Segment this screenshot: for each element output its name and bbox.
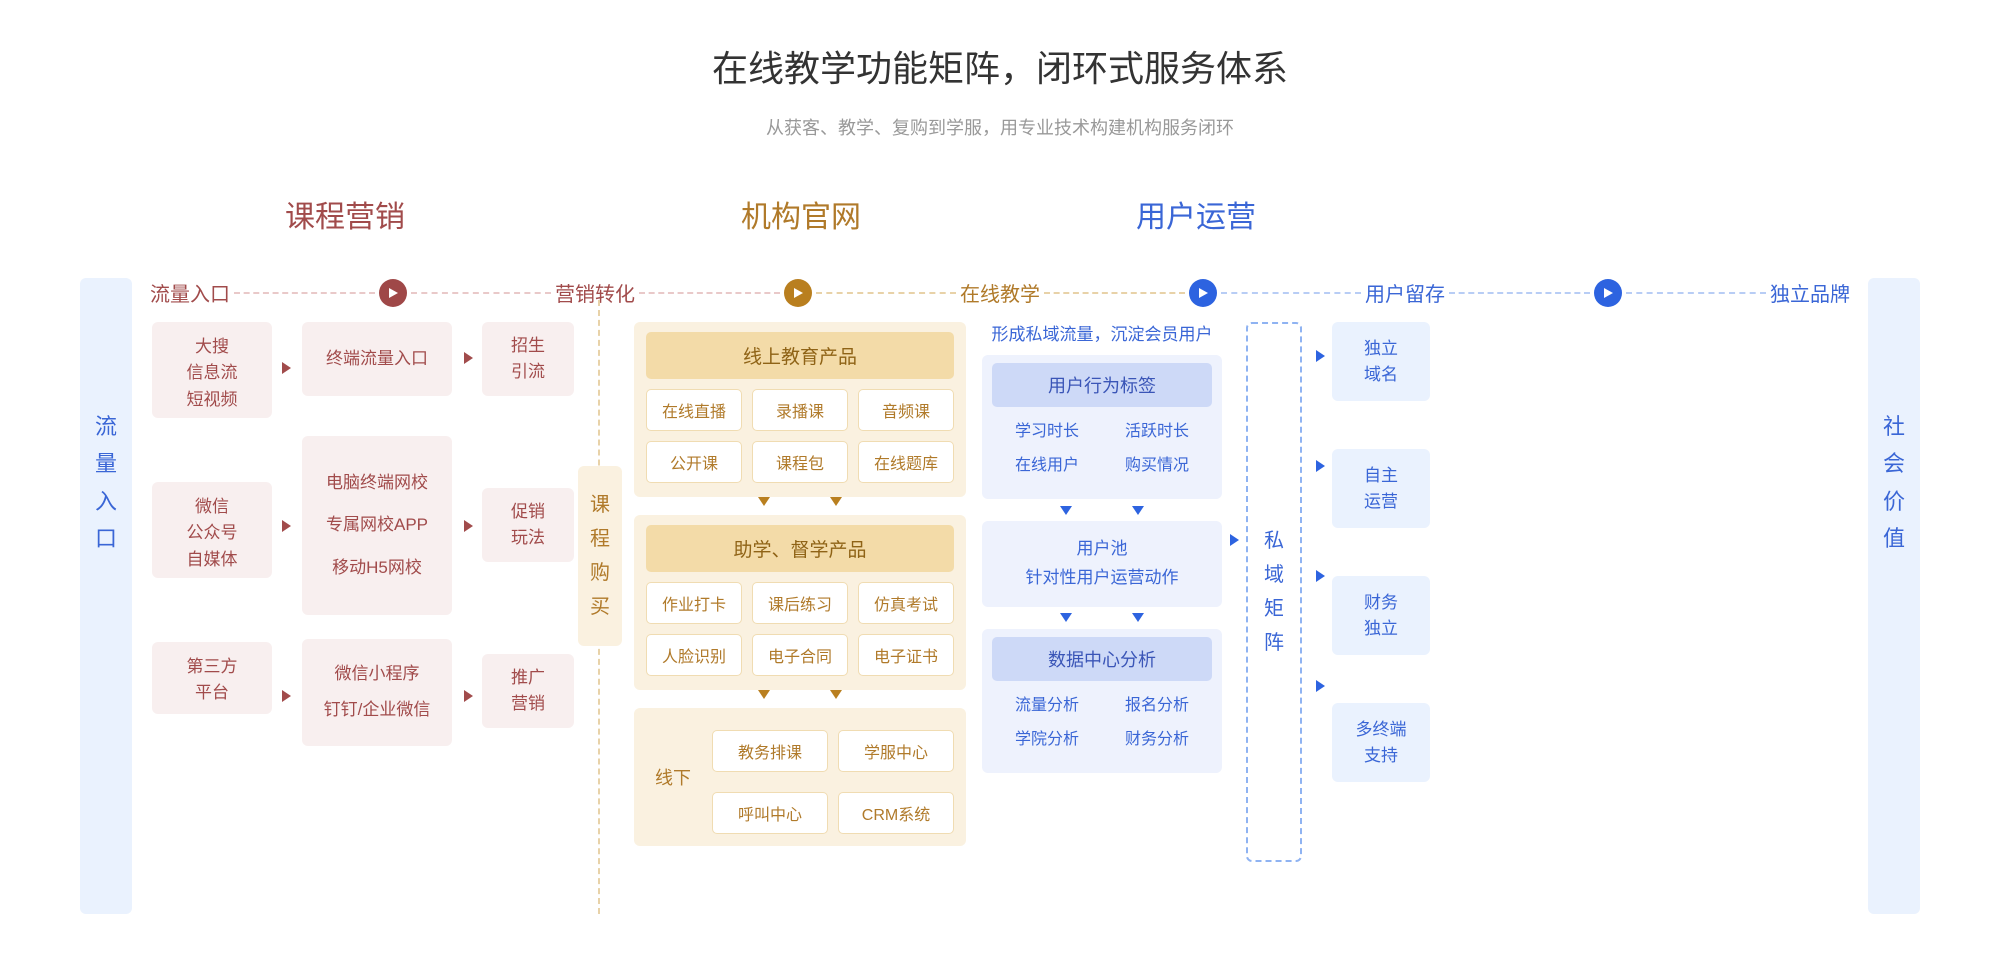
data-analytics: 数据中心分析 流量分析 报名分析 学院分析 财务分析	[982, 629, 1222, 773]
stage-row: 流量入口 营销转化 在线教学 用户留存 独立品牌	[150, 278, 1850, 307]
traffic-source-search: 大搜 信息流 短视频	[152, 322, 272, 418]
chip: 电子合同	[752, 634, 848, 676]
chip: 教务排课	[712, 730, 828, 772]
convert-promo: 促销玩法	[482, 488, 574, 562]
data-analytics-header: 数据中心分析	[992, 637, 1212, 681]
chip: 仿真考试	[858, 582, 954, 624]
offline-products: 线下 教务排课 学服中心 呼叫中心 CRM系统	[634, 708, 966, 846]
metric: 在线用户	[1015, 451, 1079, 475]
offline-label: 线下	[646, 720, 700, 834]
stage-retain: 用户留存	[1365, 278, 1445, 307]
assist-products: 助学、督学产品 作业打卡 课后练习 仿真考试 人脸识别 电子合同 电子证书	[634, 515, 966, 690]
traffic-source-wechat: 微信 公众号 自媒体	[152, 482, 272, 578]
page-subtitle: 从获客、教学、复购到学服，用专业技术构建机构服务闭环	[0, 114, 2000, 140]
private-domain-matrix: 私域矩阵	[1246, 322, 1302, 862]
terminal-entry: 终端流量入口	[302, 322, 452, 396]
metric: 活跃时长	[1125, 417, 1189, 441]
convert-spread: 推广营销	[482, 654, 574, 728]
traffic-source-thirdparty: 第三方 平台	[152, 642, 272, 714]
terminal-group-b: 微信小程序 钉钉/企业微信	[302, 639, 452, 746]
chip: 呼叫中心	[712, 792, 828, 834]
terminal-group-a: 电脑终端网校 专属网校APP 移动H5网校	[302, 436, 452, 615]
convert-column: 招生引流 促销玩法 推广营销	[482, 322, 574, 728]
arrow-right-icon	[1316, 350, 1325, 362]
chip: 电子证书	[858, 634, 954, 676]
play-icon	[1594, 279, 1622, 307]
stage-brand: 独立品牌	[1770, 278, 1850, 307]
stage-convert: 营销转化	[555, 278, 635, 307]
brand-self-op: 自主运营	[1332, 449, 1430, 528]
traffic-source-column: 大搜 信息流 短视频 微信 公众号 自媒体 第三方 平台	[152, 322, 272, 778]
metric: 购买情况	[1125, 451, 1189, 475]
section-website: 机构官网	[731, 192, 871, 236]
arrow-down-icon	[1132, 506, 1144, 515]
user-behavior-header: 用户行为标签	[992, 363, 1212, 407]
teaching-column: 线上教育产品 在线直播 录播课 音频课 公开课 课程包 在线题库 助学、督学产品…	[634, 322, 966, 846]
arrow-right-icon	[1230, 534, 1239, 546]
section-marketing: 课程营销	[275, 192, 415, 236]
chip: 在线直播	[646, 389, 742, 431]
metric: 学院分析	[1015, 725, 1079, 749]
arrow-right-icon	[1316, 680, 1325, 692]
stage-traffic: 流量入口	[150, 278, 230, 307]
arrow-right-icon	[282, 362, 291, 374]
brand-multiterminal: 多终端支持	[1332, 703, 1430, 782]
arrow-down-icon	[830, 497, 842, 506]
chip: CRM系统	[838, 792, 954, 834]
user-pool: 用户池 针对性用户运营动作	[982, 521, 1222, 607]
ops-column: 形成私域流量，沉淀会员用户 用户行为标签 学习时长 活跃时长 在线用户 购买情况…	[982, 320, 1222, 773]
arrow-down-icon	[1060, 613, 1072, 622]
brand-finance: 财务独立	[1332, 576, 1430, 655]
assist-products-header: 助学、督学产品	[646, 525, 954, 572]
arrow-right-icon	[282, 520, 291, 532]
pillar-traffic-entry: 流量入口	[80, 278, 132, 914]
play-icon	[784, 279, 812, 307]
online-products-header: 线上教育产品	[646, 332, 954, 379]
user-behavior: 用户行为标签 学习时长 活跃时长 在线用户 购买情况	[982, 355, 1222, 499]
arrow-down-icon	[1132, 613, 1144, 622]
play-icon	[379, 279, 407, 307]
arrow-down-icon	[758, 497, 770, 506]
chip: 作业打卡	[646, 582, 742, 624]
chip: 音频课	[858, 389, 954, 431]
section-ops: 用户运营	[1126, 192, 1266, 236]
metric: 流量分析	[1015, 691, 1079, 715]
metric: 报名分析	[1125, 691, 1189, 715]
arrow-right-icon	[282, 690, 291, 702]
ops-caption: 形成私域流量，沉淀会员用户	[982, 320, 1222, 345]
metric: 财务分析	[1125, 725, 1189, 749]
chip: 课程包	[752, 441, 848, 483]
convert-enroll: 招生引流	[482, 322, 574, 396]
chip: 录播课	[752, 389, 848, 431]
chip: 公开课	[646, 441, 742, 483]
chip: 人脸识别	[646, 634, 742, 676]
arrow-right-icon	[464, 690, 473, 702]
stage-teach: 在线教学	[960, 278, 1040, 307]
chip: 学服中心	[838, 730, 954, 772]
brand-domain: 独立域名	[1332, 322, 1430, 401]
pillar-social-value: 社会价值	[1868, 278, 1920, 914]
arrow-down-icon	[830, 690, 842, 699]
arrow-right-icon	[464, 520, 473, 532]
play-icon	[1189, 279, 1217, 307]
arrow-down-icon	[758, 690, 770, 699]
course-purchase: 课程购买	[578, 466, 622, 646]
online-products: 线上教育产品 在线直播 录播课 音频课 公开课 课程包 在线题库	[634, 322, 966, 497]
terminal-column: 终端流量入口 电脑终端网校 专属网校APP 移动H5网校 微信小程序 钉钉/企业…	[302, 322, 452, 746]
brand-column: 独立域名 自主运营 财务独立 多终端支持	[1332, 322, 1430, 830]
arrow-right-icon	[1316, 570, 1325, 582]
chip: 在线题库	[858, 441, 954, 483]
arrow-right-icon	[1316, 460, 1325, 472]
arrow-down-icon	[1060, 506, 1072, 515]
arrow-right-icon	[464, 352, 473, 364]
chip: 课后练习	[752, 582, 848, 624]
metric: 学习时长	[1015, 417, 1079, 441]
page-title: 在线教学功能矩阵，闭环式服务体系	[0, 0, 2000, 92]
